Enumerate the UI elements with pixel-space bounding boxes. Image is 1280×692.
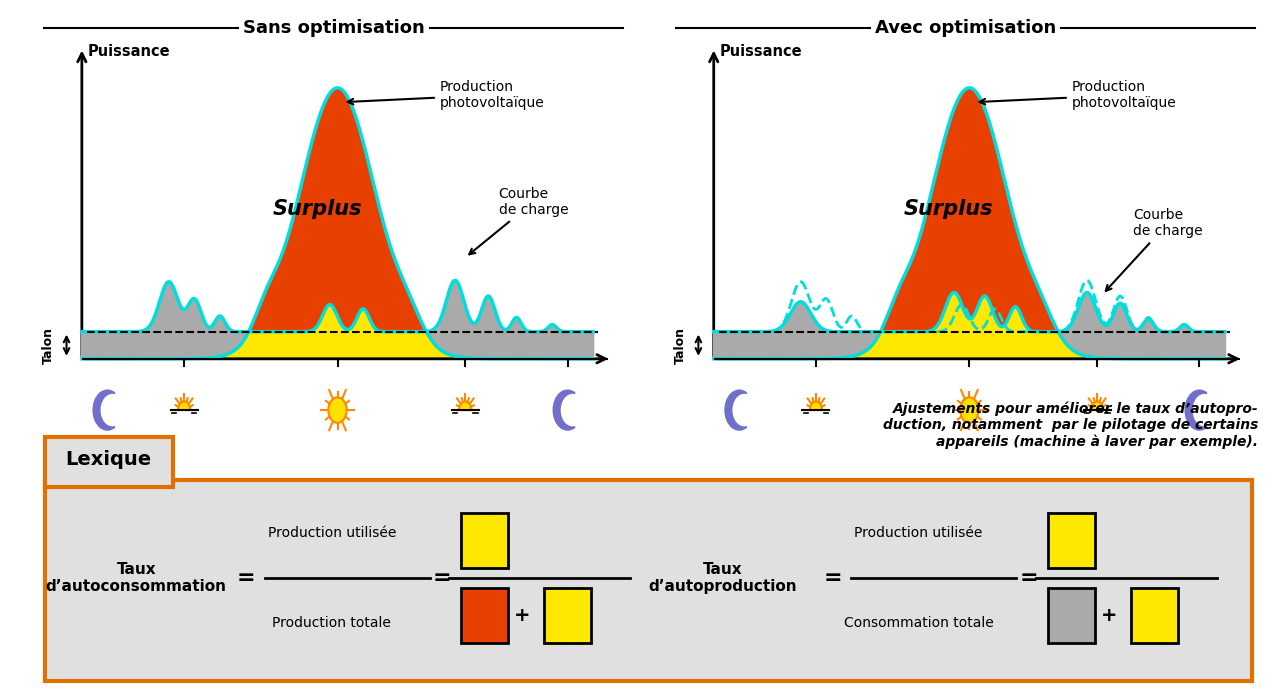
Text: =: = — [1019, 568, 1038, 588]
Wedge shape — [1185, 390, 1207, 430]
Wedge shape — [1091, 401, 1103, 410]
Text: Consommation totale: Consommation totale — [844, 616, 993, 630]
Text: Production totale: Production totale — [273, 616, 392, 630]
Text: Puissance: Puissance — [88, 44, 170, 60]
Wedge shape — [178, 401, 191, 410]
FancyBboxPatch shape — [45, 480, 1252, 681]
Circle shape — [562, 394, 584, 426]
FancyBboxPatch shape — [1132, 588, 1178, 644]
Text: Taux
d’autoproduction: Taux d’autoproduction — [649, 562, 797, 594]
Circle shape — [1193, 394, 1216, 426]
Text: Avec optimisation: Avec optimisation — [876, 19, 1056, 37]
Text: +: + — [1101, 606, 1117, 625]
Text: Puissance: Puissance — [719, 44, 803, 60]
Text: =: = — [433, 568, 451, 588]
Text: Taux
d’autoconsommation: Taux d’autoconsommation — [46, 562, 227, 594]
Text: Production utilisée: Production utilisée — [854, 526, 983, 540]
FancyBboxPatch shape — [1048, 513, 1094, 568]
Text: Courbe
de charge: Courbe de charge — [1106, 208, 1203, 291]
Text: Production
photovoltaïque: Production photovoltaïque — [348, 80, 544, 110]
Text: Ajustements pour améliorer le taux d’autopro-
duction, notamment  par le pilotag: Ajustements pour améliorer le taux d’aut… — [883, 401, 1258, 449]
Text: =: = — [237, 568, 256, 588]
Wedge shape — [93, 390, 115, 430]
Text: =: = — [823, 568, 842, 588]
Text: Sans optimisation: Sans optimisation — [243, 19, 425, 37]
Text: Production
photovoltaïque: Production photovoltaïque — [979, 80, 1176, 110]
Wedge shape — [724, 390, 746, 430]
FancyBboxPatch shape — [461, 588, 508, 644]
FancyBboxPatch shape — [45, 437, 173, 487]
Circle shape — [101, 394, 124, 426]
Text: Surplus: Surplus — [904, 199, 993, 219]
Circle shape — [329, 397, 347, 423]
Text: Talon: Talon — [675, 327, 687, 364]
Text: Courbe
de charge: Courbe de charge — [470, 187, 568, 255]
Text: Production utilisée: Production utilisée — [268, 526, 396, 540]
Text: +: + — [515, 606, 531, 625]
FancyBboxPatch shape — [544, 588, 591, 644]
FancyBboxPatch shape — [461, 513, 508, 568]
Text: Lexique: Lexique — [65, 450, 151, 469]
FancyBboxPatch shape — [1048, 588, 1094, 644]
Wedge shape — [460, 401, 471, 410]
Wedge shape — [553, 390, 575, 430]
Wedge shape — [810, 401, 822, 410]
Circle shape — [960, 397, 978, 423]
Text: Surplus: Surplus — [273, 199, 362, 219]
Circle shape — [733, 394, 755, 426]
Text: Talon: Talon — [42, 327, 55, 364]
